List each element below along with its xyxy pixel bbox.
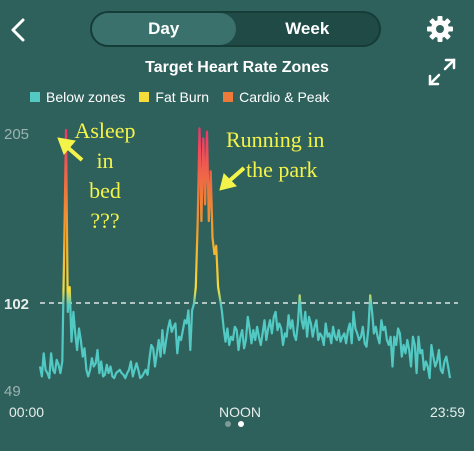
annotation-running-line-2: the park [246,157,318,182]
y-tick-102: 102 [4,296,30,313]
tab-day[interactable]: Day [92,13,236,45]
tab-week[interactable]: Week [285,19,330,38]
y-tick-205: 205 [4,126,30,143]
expand-icon[interactable] [426,56,458,88]
back-icon[interactable] [8,18,28,42]
legend-cardio-peak: Cardio & Peak [223,89,329,105]
legend-swatch-below [30,92,40,102]
heart-rate-line [38,127,452,380]
page-indicator [225,421,244,427]
y-tick-49: 49 [4,383,21,400]
annotation-asleep-line-4: ??? [90,208,120,233]
x-tick-start: 00:00 [9,404,45,420]
annotation-asleep-line-3: bed [89,178,121,203]
annotation-running: Running in the park [226,125,356,185]
x-tick-noon: NOON [219,404,261,420]
legend-swatch-cardio [223,92,234,102]
annotation-running-line-1: Running in [226,127,325,152]
annotation-asleep-line-1: Asleep [74,118,136,143]
legend-label-fat-burn: Fat Burn [155,89,210,105]
legend-below-zones: Below zones [30,89,125,105]
x-tick-end: 23:59 [430,404,466,420]
annotation-asleep-line-2: in [96,148,114,173]
period-switch: Day Week [90,11,381,47]
legend-fat-burn: Fat Burn [139,89,209,105]
legend: Below zones Fat Burn Cardio & Peak [30,89,343,105]
legend-swatch-fat-burn [139,92,150,102]
legend-label-cardio: Cardio & Peak [239,89,330,105]
chart-title: Target Heart Rate Zones [145,59,329,76]
legend-label-below: Below zones [46,89,126,105]
annotation-asleep: Asleep in bed ??? [64,116,146,236]
page-dot-1[interactable] [225,421,231,427]
gear-icon[interactable] [425,14,455,44]
page-dot-2[interactable] [238,421,244,427]
